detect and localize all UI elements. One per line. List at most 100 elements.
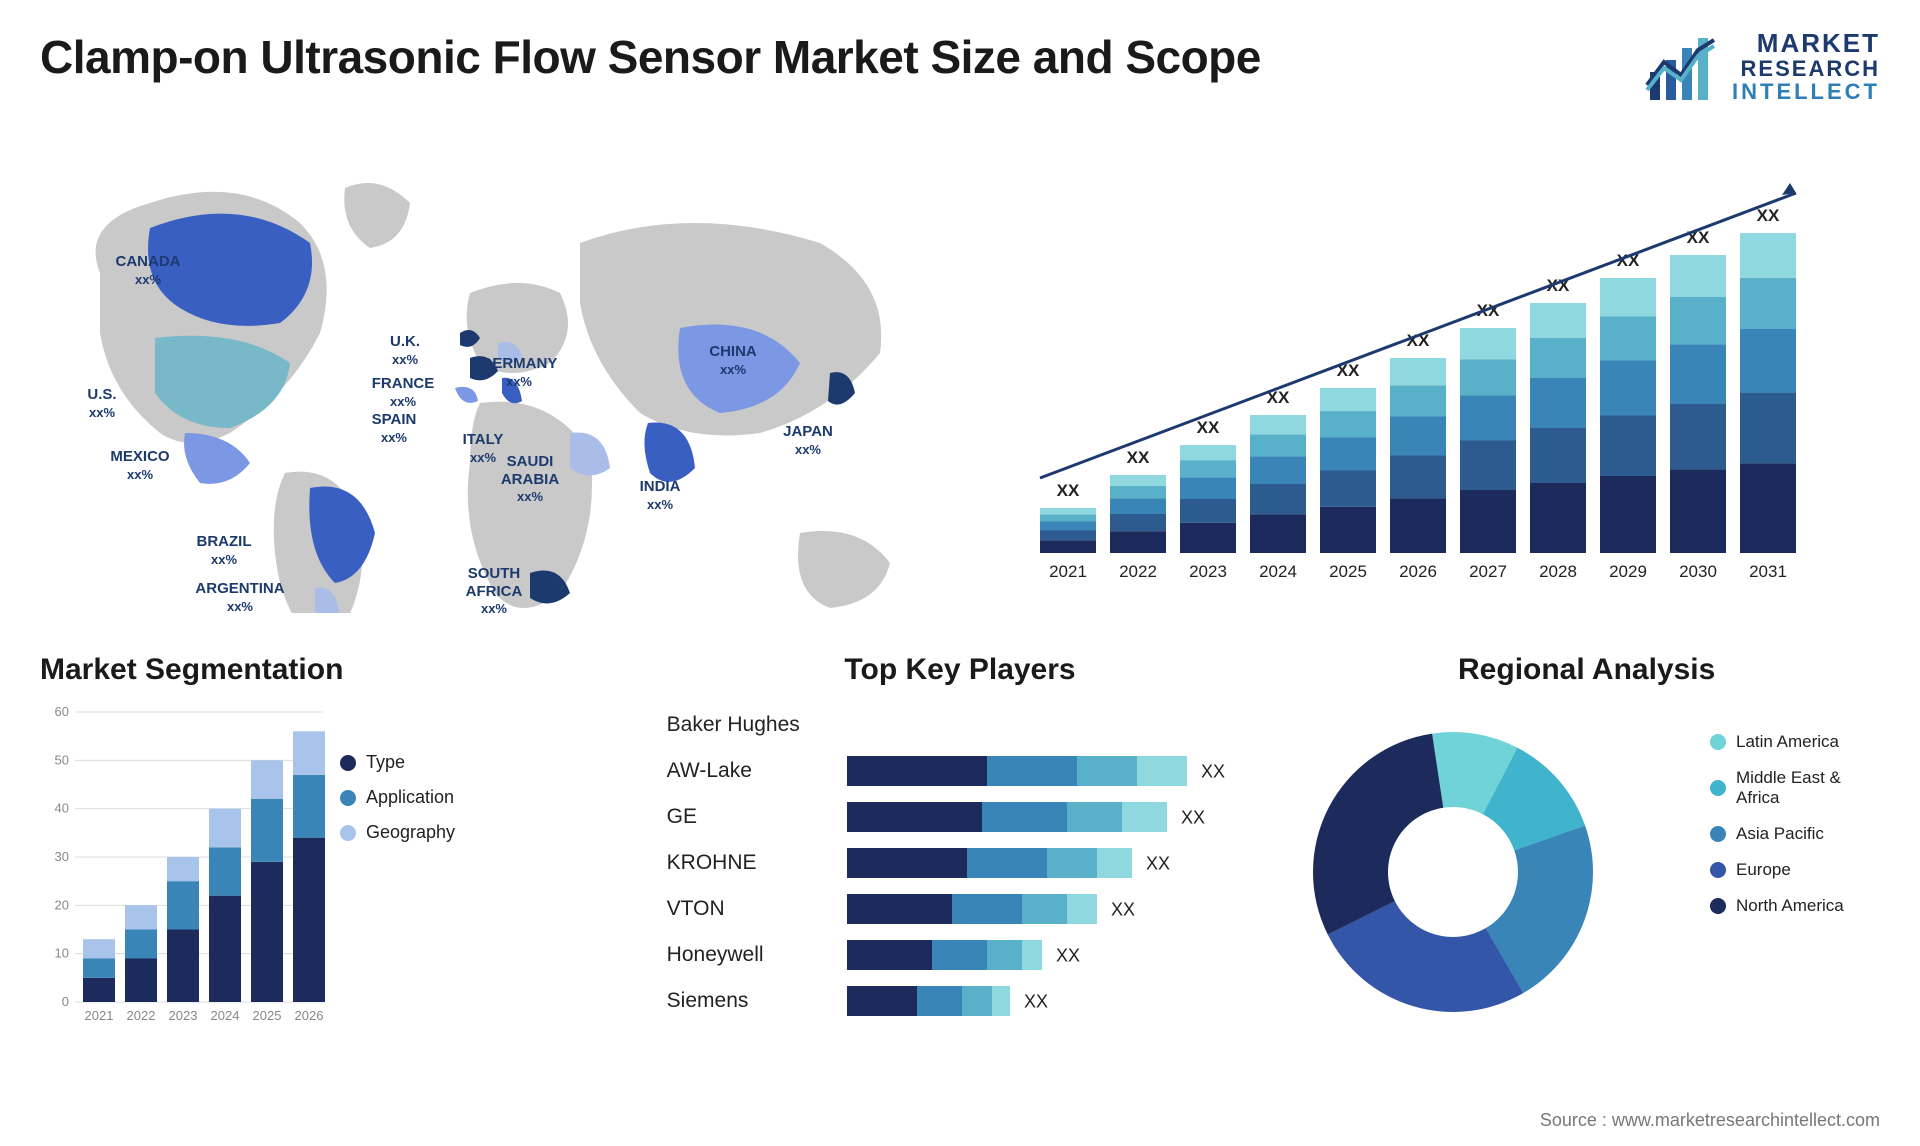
svg-text:XX: XX — [1127, 448, 1150, 467]
svg-text:XX: XX — [1201, 762, 1225, 782]
legend-label: Europe — [1736, 860, 1791, 880]
legend-label: Middle East & Africa — [1736, 768, 1880, 808]
legend-swatch — [1710, 734, 1726, 750]
legend-label: Latin America — [1736, 732, 1839, 752]
players-panel: Top Key Players Baker HughesAW-LakeGEKRO… — [667, 653, 1254, 1073]
map-label: CANADAxx% — [116, 253, 181, 288]
svg-text:2021: 2021 — [85, 1008, 114, 1023]
legend-item: Middle East & Africa — [1710, 768, 1880, 808]
legend-swatch — [340, 790, 356, 806]
svg-text:2022: 2022 — [1119, 562, 1157, 581]
map-label: ARGENTINAxx% — [195, 580, 284, 615]
map-label: U.S.xx% — [87, 386, 116, 421]
legend-swatch — [1710, 780, 1726, 796]
legend-label: Asia Pacific — [1736, 824, 1824, 844]
svg-text:2031: 2031 — [1749, 562, 1787, 581]
players-title: Top Key Players — [667, 653, 1254, 687]
legend-item: Europe — [1710, 860, 1880, 880]
map-label: FRANCExx% — [372, 375, 435, 410]
map-label: SPAINxx% — [372, 411, 417, 446]
map-label: JAPANxx% — [783, 423, 833, 458]
player-name: Baker Hughes — [667, 702, 827, 748]
forecast-chart-panel: XX2021XX2022XX2023XX2024XX2025XX2026XX20… — [980, 133, 1880, 613]
legend-label: North America — [1736, 896, 1844, 916]
svg-text:2028: 2028 — [1539, 562, 1577, 581]
segmentation-panel: Market Segmentation 0 10 20 30 40 50 60 2021 202… — [40, 653, 627, 1073]
svg-text:20: 20 — [55, 898, 69, 913]
svg-text:2027: 2027 — [1469, 562, 1507, 581]
svg-text:2023: 2023 — [169, 1008, 198, 1023]
legend-swatch — [340, 825, 356, 841]
legend-swatch — [1710, 862, 1726, 878]
players-chart: XX XX XX XX XX XX — [847, 702, 1277, 1042]
legend-swatch — [1710, 898, 1726, 914]
legend-item: North America — [1710, 896, 1880, 916]
svg-text:2024: 2024 — [211, 1008, 240, 1023]
svg-text:XX: XX — [1197, 418, 1220, 437]
map-label: CHINAxx% — [709, 343, 757, 378]
svg-text:XX: XX — [1057, 481, 1080, 500]
regional-legend: Latin America Middle East & Africa Asia Pa… — [1710, 732, 1880, 932]
regional-title: Regional Analysis — [1293, 653, 1880, 687]
svg-text:XX: XX — [1146, 854, 1170, 874]
svg-text:2022: 2022 — [127, 1008, 156, 1023]
player-name: Siemens — [667, 978, 827, 1024]
svg-text:60: 60 — [55, 704, 69, 719]
svg-text:30: 30 — [55, 849, 69, 864]
svg-text:2023: 2023 — [1189, 562, 1227, 581]
segmentation-chart: 0 10 20 30 40 50 60 2021 2022 2023 2024 2025 2026 — [40, 702, 330, 1042]
legend-label: Application — [366, 787, 454, 808]
players-bars: XX XX XX XX XX XX — [847, 702, 1254, 1047]
regional-panel: Regional Analysis Latin America Middle Ea… — [1293, 653, 1880, 1073]
brand-logo: MARKET RESEARCH INTELLECT — [1642, 30, 1880, 103]
svg-text:2024: 2024 — [1259, 562, 1297, 581]
segmentation-title: Market Segmentation — [40, 653, 627, 687]
legend-item: Application — [340, 787, 455, 808]
svg-text:XX: XX — [1024, 992, 1048, 1012]
svg-text:2021: 2021 — [1049, 562, 1087, 581]
map-label: SOUTHAFRICAxx% — [466, 565, 523, 617]
legend-item: Geography — [340, 822, 455, 843]
world-map-panel: CANADAxx% U.S.xx% MEXICOxx% BRAZILxx% ARGENT… — [40, 133, 940, 613]
svg-text:2026: 2026 — [295, 1008, 324, 1023]
map-label: MEXICOxx% — [110, 448, 169, 483]
legend-swatch — [1710, 826, 1726, 842]
logo-icon — [1642, 30, 1720, 102]
svg-text:2025: 2025 — [253, 1008, 282, 1023]
legend-item: Asia Pacific — [1710, 824, 1880, 844]
segmentation-legend: Type Application Geography — [340, 752, 455, 857]
map-label: BRAZILxx% — [197, 533, 252, 568]
source-caption: Source : www.marketresearchintellect.com — [1540, 1110, 1880, 1131]
legend-item: Latin America — [1710, 732, 1880, 752]
svg-text:XX: XX — [1181, 808, 1205, 828]
svg-text:XX: XX — [1056, 946, 1080, 966]
svg-text:40: 40 — [55, 801, 69, 816]
svg-text:2030: 2030 — [1679, 562, 1717, 581]
svg-text:XX: XX — [1757, 206, 1780, 225]
regional-donut — [1293, 702, 1633, 1042]
map-label: SAUDIARABIAxx% — [501, 453, 559, 505]
legend-label: Type — [366, 752, 405, 773]
svg-text:2029: 2029 — [1609, 562, 1647, 581]
svg-text:2025: 2025 — [1329, 562, 1367, 581]
player-name: GE — [667, 794, 827, 840]
legend-item: Type — [340, 752, 455, 773]
legend-swatch — [340, 755, 356, 771]
logo-text: MARKET RESEARCH INTELLECT — [1732, 30, 1880, 103]
page-title: Clamp-on Ultrasonic Flow Sensor Market S… — [40, 30, 1261, 84]
players-list: Baker HughesAW-LakeGEKROHNEVTONHoneywell… — [667, 702, 827, 1024]
svg-text:10: 10 — [55, 946, 69, 961]
svg-text:XX: XX — [1111, 900, 1135, 920]
svg-text:50: 50 — [55, 753, 69, 768]
forecast-chart: XX2021XX2022XX2023XX2024XX2025XX2026XX20… — [980, 133, 1880, 613]
legend-label: Geography — [366, 822, 455, 843]
map-label: GERMANYxx% — [481, 355, 558, 390]
map-label: ITALYxx% — [463, 431, 504, 466]
player-name: AW-Lake — [667, 748, 827, 794]
svg-text:2026: 2026 — [1399, 562, 1437, 581]
player-name: Honeywell — [667, 932, 827, 978]
player-name: VTON — [667, 886, 827, 932]
player-name: KROHNE — [667, 840, 827, 886]
map-label: INDIAxx% — [640, 478, 681, 513]
svg-text:0: 0 — [62, 994, 69, 1009]
